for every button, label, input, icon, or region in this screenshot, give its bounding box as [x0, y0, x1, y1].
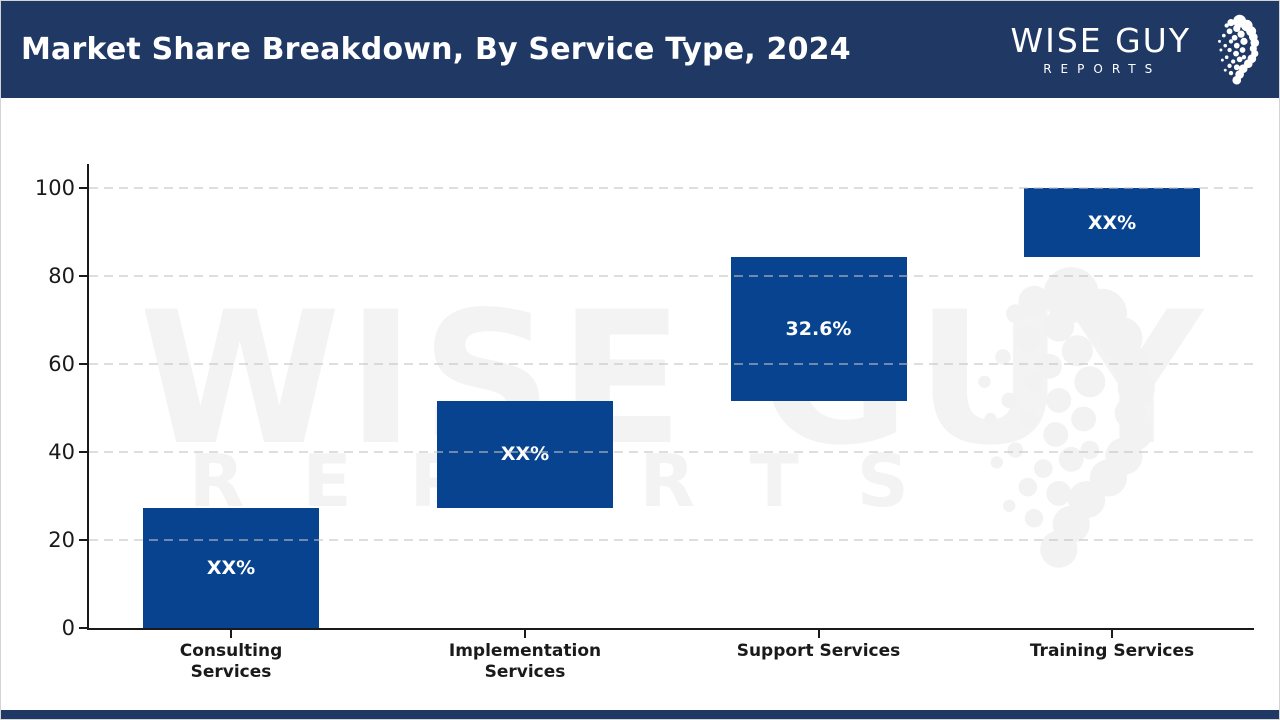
y-tickmark — [79, 539, 87, 541]
y-tickmark — [79, 451, 87, 453]
gridline — [89, 275, 1254, 277]
y-tickmark — [79, 275, 87, 277]
y-tick-label: 0 — [61, 616, 75, 640]
watermark-head-icon — [978, 267, 1155, 568]
y-tickmark — [79, 187, 87, 189]
x-tick-label: Implementation Services — [448, 641, 602, 682]
brand-sub-label: REPORTS — [1043, 62, 1162, 76]
bar-value-label: 32.6% — [785, 317, 852, 340]
y-tickmark — [79, 363, 87, 365]
x-tickmark — [817, 630, 820, 638]
bar-value-label: XX% — [206, 557, 256, 580]
bar-value-label: XX% — [1087, 211, 1137, 234]
brand-logo: WISE GUY REPORTS — [1010, 11, 1267, 89]
bar: XX% — [437, 400, 613, 509]
y-tick-label: 100 — [34, 176, 75, 200]
x-tickmark — [230, 630, 232, 638]
y-tickmark — [79, 627, 87, 629]
brand-text: WISE GUY REPORTS — [1010, 24, 1191, 75]
bar: XX% — [143, 508, 319, 628]
bar-value-label: XX% — [500, 443, 550, 466]
x-tick-label: Support Services — [736, 641, 901, 661]
y-tick-label: 20 — [48, 528, 75, 552]
gridline — [89, 187, 1254, 189]
brand-name-label: WISE GUY — [1010, 21, 1191, 60]
x-tickmark — [524, 630, 526, 638]
x-axis-spine — [87, 628, 1254, 630]
bar: 32.6% — [730, 257, 907, 401]
bar: XX% — [1024, 188, 1200, 258]
y-tick-label: 80 — [48, 264, 75, 288]
y-tick-label: 60 — [48, 352, 75, 376]
header-bar: Market Share Breakdown, By Service Type,… — [1, 1, 1279, 98]
page-title: Market Share Breakdown, By Service Type,… — [21, 32, 851, 67]
footer-bar — [1, 710, 1279, 719]
x-tick-label: Training Services — [1029, 641, 1195, 661]
x-tickmark — [1111, 630, 1113, 638]
gridline — [89, 363, 1254, 365]
x-tick-label: Consulting Services — [179, 641, 283, 682]
gridline — [89, 451, 1254, 453]
y-axis-spine — [87, 164, 89, 630]
gridline — [89, 539, 1254, 541]
y-tick-label: 40 — [48, 440, 75, 464]
